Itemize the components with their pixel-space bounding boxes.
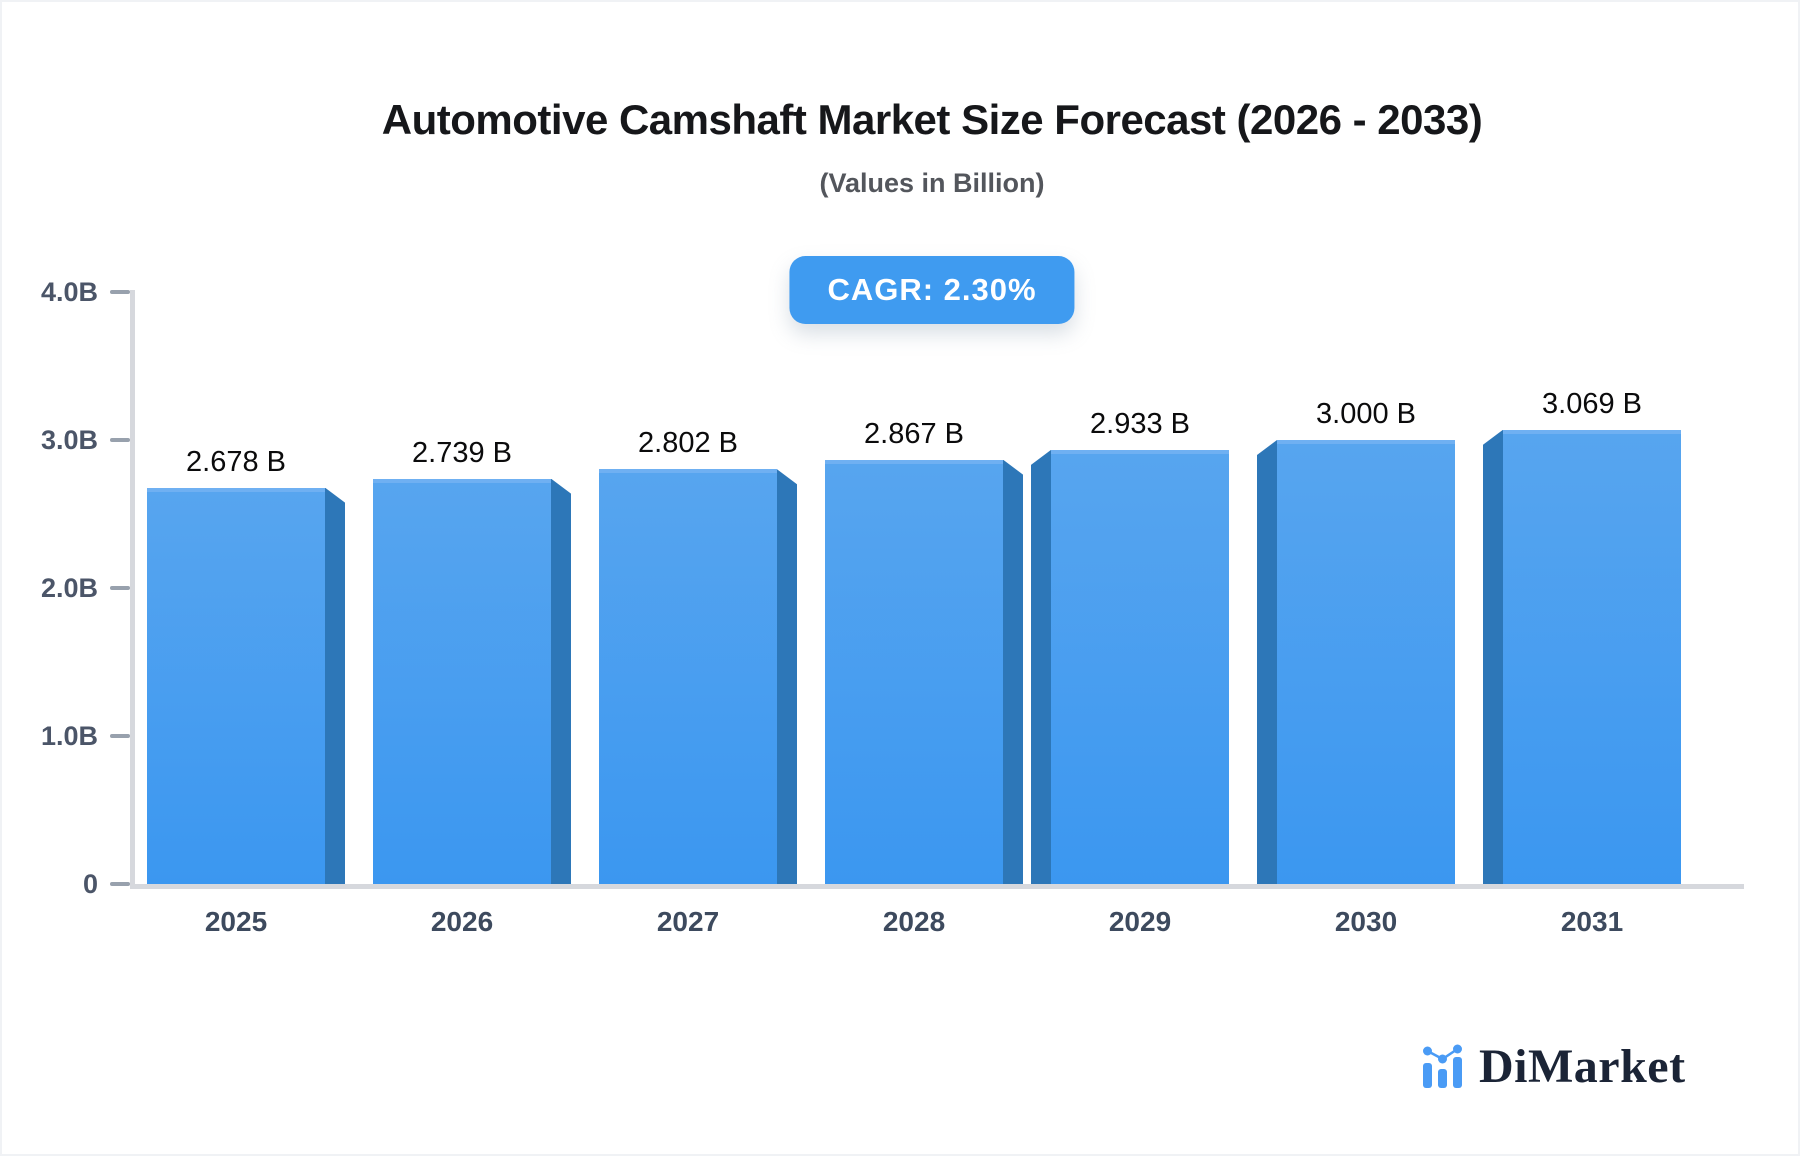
bar-2027	[599, 469, 777, 884]
bar-value-label: 2.933 B	[1090, 407, 1190, 440]
x-tick-label: 2030	[1334, 906, 1398, 937]
x-axis-line	[130, 884, 1744, 889]
bar-value-label: 2.678 B	[186, 445, 286, 478]
bar-value-label: 3.069 B	[1542, 387, 1642, 420]
bar-side-2029	[1031, 449, 1051, 884]
bar-2029	[1051, 449, 1229, 884]
bar-side-2026	[551, 478, 571, 884]
x-tick-label: 2025	[204, 906, 268, 937]
y-tick-label: 3.0B	[40, 425, 98, 455]
cagr-badge: CAGR: 2.30%	[789, 256, 1075, 324]
x-tick-label: 2027	[656, 906, 720, 937]
y-tick-label: 2.0B	[40, 573, 98, 603]
bar-value-label: 2.739 B	[412, 436, 512, 469]
bar-2025	[147, 487, 325, 884]
x-tick-label: 2031	[1560, 906, 1624, 937]
bar-2030	[1277, 440, 1455, 884]
chart-title: Automotive Camshaft Market Size Forecast…	[381, 96, 1483, 143]
y-tick-label: 1.0B	[40, 721, 98, 751]
x-tick-label: 2026	[430, 906, 494, 937]
dimarket-logo: DiMarket	[1421, 1042, 1686, 1092]
y-axis-line	[130, 290, 135, 889]
y-tick-mark	[110, 882, 130, 886]
y-tick-mark	[110, 734, 130, 738]
bar-side-2025	[325, 487, 345, 884]
bar-value-label: 3.000 B	[1316, 398, 1416, 430]
x-tick-label: 2028	[882, 906, 946, 937]
brand-name: DiMarket	[1479, 1040, 1686, 1093]
chart-subtitle: (Values in Billion)	[819, 168, 1045, 198]
y-tick-label: 4.0B	[40, 277, 98, 307]
bar-side-2031	[1483, 429, 1503, 884]
y-tick-label: 0	[82, 869, 98, 899]
bar-side-2027	[777, 469, 797, 884]
bar-chart-logo-icon	[1423, 1044, 1462, 1088]
bar-2031	[1503, 429, 1681, 884]
bar-side-2028	[1003, 459, 1023, 884]
bar-2028	[825, 459, 1003, 884]
x-tick-label: 2029	[1108, 906, 1172, 937]
y-tick-mark	[110, 586, 130, 590]
y-tick-mark	[110, 438, 130, 442]
bar-value-label: 2.867 B	[864, 417, 964, 450]
bar-2026	[373, 478, 551, 884]
bar-side-2030	[1257, 440, 1277, 884]
bar-value-label: 2.802 B	[638, 427, 738, 460]
y-tick-mark	[110, 290, 130, 294]
